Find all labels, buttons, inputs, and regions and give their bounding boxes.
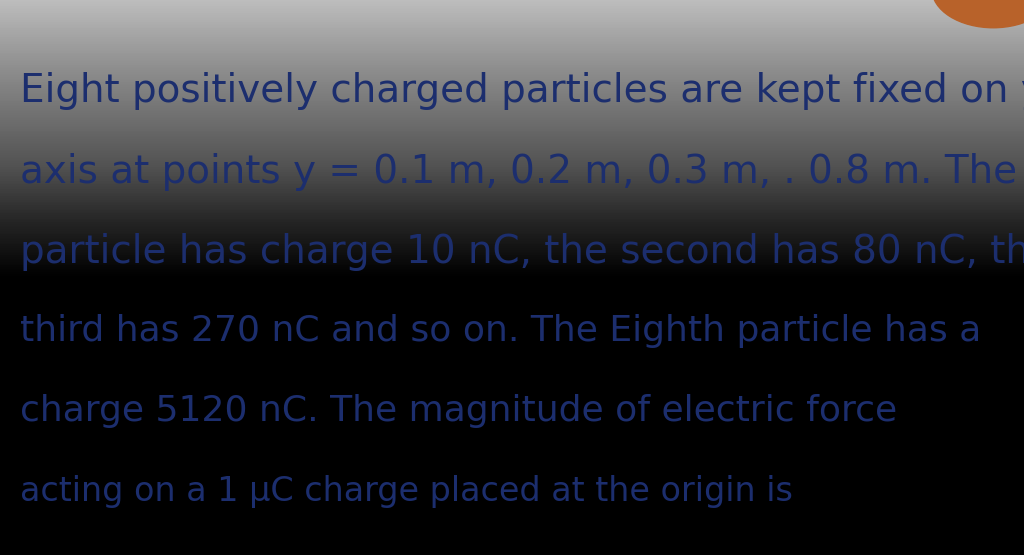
Text: charge 5120 nC. The magnitude of electric force: charge 5120 nC. The magnitude of electri… xyxy=(20,394,898,428)
Text: axis at points y = 0.1 m, 0.2 m, 0.3 m, . 0.8 m. The first: axis at points y = 0.1 m, 0.2 m, 0.3 m, … xyxy=(20,153,1024,190)
Text: third has 270 nC and so on. The Eighth particle has a: third has 270 nC and so on. The Eighth p… xyxy=(20,314,982,347)
Ellipse shape xyxy=(932,0,1024,28)
Text: Eight positively charged particles are kept fixed on y: Eight positively charged particles are k… xyxy=(20,72,1024,110)
Text: acting on a 1 μC charge placed at the origin is: acting on a 1 μC charge placed at the or… xyxy=(20,475,794,507)
Text: particle has charge 10 nC, the second has 80 nC, the: particle has charge 10 nC, the second ha… xyxy=(20,233,1024,271)
